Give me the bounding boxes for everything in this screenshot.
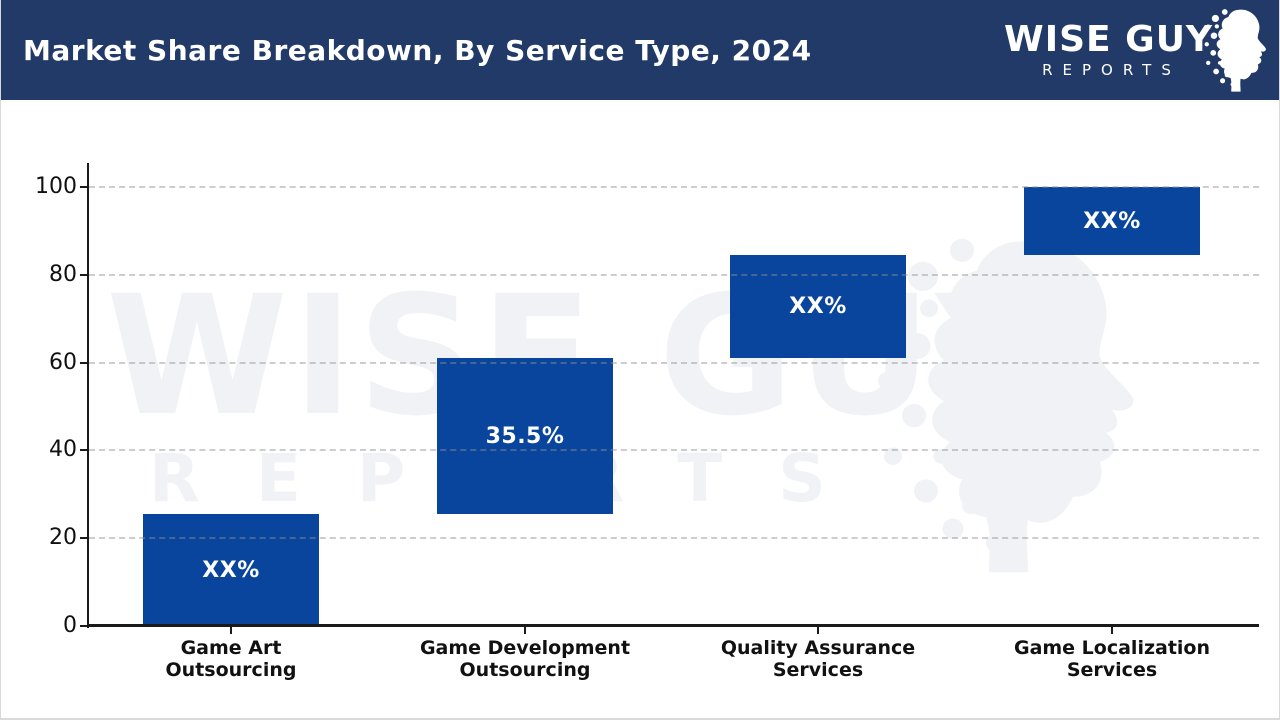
bar-value-label: XX%	[202, 557, 260, 583]
y-tick-40	[80, 449, 89, 452]
category-label-game-art-outsourcing: Game Art Outsourcing	[81, 637, 381, 681]
y-tick-0	[80, 625, 89, 627]
bar-value-label: XX%	[1083, 208, 1141, 234]
y-tick-60	[80, 361, 89, 364]
y-tick-label-80: 80	[49, 261, 77, 287]
category-label-line: Services	[772, 659, 864, 681]
bar-quality-assurance-services: XX%	[730, 255, 906, 359]
category-label-line: Quality Assurance	[720, 637, 916, 659]
brand-subname: REPORTS	[1042, 60, 1181, 79]
brand-name: WISE GUY	[1003, 18, 1213, 60]
category-label-line: Outsourcing	[459, 659, 591, 681]
category-label-line: Services	[1066, 659, 1158, 681]
x-tick-quality-assurance-services	[817, 627, 819, 634]
bar-value-label: XX%	[789, 294, 847, 320]
category-label-game-localization-services: Game Localization Services	[962, 637, 1262, 681]
category-label-game-development-outsourcing: Game Development Outsourcing	[375, 637, 675, 681]
y-tick-label-40: 40	[49, 437, 77, 463]
y-gridline-60	[89, 361, 1259, 364]
bar-value-label: 35.5%	[485, 423, 565, 449]
y-gridline-40	[89, 449, 1259, 452]
x-axis	[87, 624, 1259, 627]
y-gridline-100	[89, 186, 1259, 188]
y-gridline-20	[89, 537, 1259, 540]
category-label-line: Outsourcing	[165, 659, 297, 681]
y-tick-100	[80, 186, 89, 188]
y-tick-label-20: 20	[49, 525, 77, 551]
header-bar: Market Share Breakdown, By Service Type,…	[1, 0, 1279, 100]
brand-wordmark: WISE GUY REPORTS	[1003, 18, 1213, 79]
x-tick-game-art-outsourcing	[230, 627, 232, 634]
y-tick-label-60: 60	[49, 349, 77, 375]
bar-game-development-outsourcing: 35.5%	[437, 358, 613, 515]
bar-game-art-outsourcing: XX%	[143, 514, 319, 626]
y-tick-80	[80, 273, 89, 276]
category-label-line: Game Localization	[1013, 637, 1211, 659]
chart-title: Market Share Breakdown, By Service Type,…	[23, 33, 812, 67]
y-gridline-80	[89, 273, 1259, 276]
watermark-head-icon	[863, 230, 1163, 578]
y-axis	[87, 163, 89, 628]
x-tick-game-development-outsourcing	[524, 627, 526, 634]
category-label-line: Game Art	[180, 637, 282, 659]
brand-logo: WISE GUY REPORTS	[1004, 7, 1273, 93]
category-label-line: Game Development	[419, 637, 631, 659]
y-tick-label-100: 100	[35, 174, 77, 199]
y-tick-label-0: 0	[63, 613, 77, 638]
y-tick-20	[80, 537, 89, 540]
bar-game-localization-services: XX%	[1024, 187, 1200, 256]
category-label-quality-assurance-services: Quality Assurance Services	[668, 637, 968, 681]
x-tick-game-localization-services	[1111, 627, 1113, 634]
